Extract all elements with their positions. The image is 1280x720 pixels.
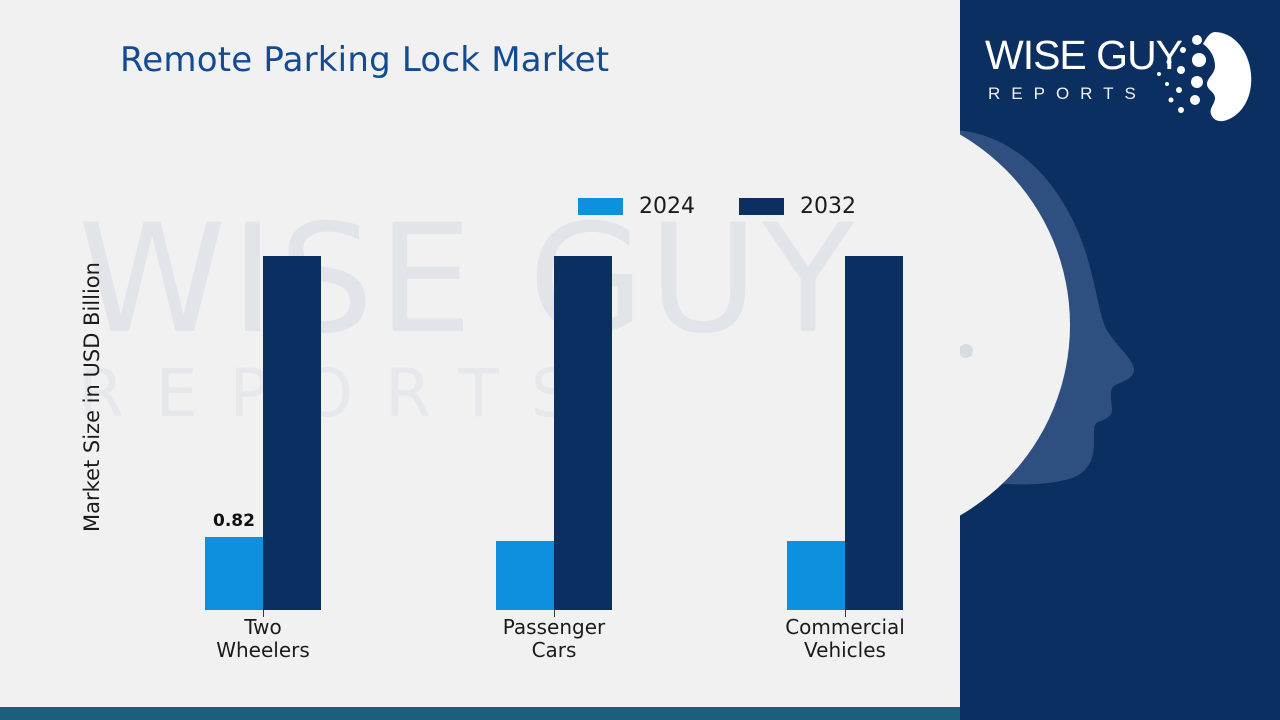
logo-head-icon — [1157, 32, 1252, 122]
x-label-line-2: Cars — [531, 638, 577, 662]
plot-area: 0.82 Two Wheelers Passenger Cars — [100, 150, 940, 662]
bottom-accent-bar — [0, 707, 960, 720]
legend-item-2024[interactable]: 2024 — [578, 194, 695, 219]
chart-title: Remote Parking Lock Market — [120, 40, 610, 80]
bar-2032-passenger-cars[interactable] — [554, 256, 612, 610]
x-label-two-wheelers: Two Wheelers — [163, 616, 363, 662]
decorative-circle — [960, 105, 1070, 545]
legend-label-2032: 2032 — [800, 194, 856, 219]
brand-panel: WISE GUY REPORTS — [960, 0, 1280, 720]
x-label-line-1: Passenger — [502, 615, 606, 639]
x-label-line-2: Wheelers — [216, 638, 310, 662]
wiseguy-logo: WISE GUY REPORTS — [985, 32, 1252, 122]
x-tick-passenger-cars — [554, 610, 555, 617]
chart-legend: 2024 2032 — [578, 194, 856, 219]
x-label-line-2: Vehicles — [804, 638, 886, 662]
x-label-passenger-cars: Passenger Cars — [454, 616, 654, 662]
logo-primary-text: WISE GUY — [985, 32, 1183, 78]
legend-label-2024: 2024 — [639, 194, 695, 219]
x-label-line-1: Two — [244, 615, 282, 639]
bar-value-label: 0.82 — [213, 511, 255, 531]
bar-2024-two-wheelers[interactable]: 0.82 — [205, 511, 263, 610]
x-label-line-1: Commercial — [785, 615, 905, 639]
bar-2024-passenger-cars[interactable] — [496, 541, 554, 610]
x-tick-commercial-vehicles — [845, 610, 846, 617]
x-tick-two-wheelers — [263, 610, 264, 617]
legend-item-2032[interactable]: 2032 — [739, 194, 856, 219]
legend-swatch-2032 — [739, 198, 784, 215]
logo-secondary-text: REPORTS — [988, 84, 1147, 103]
bar-2032-two-wheelers[interactable] — [263, 256, 321, 610]
bar-2024-commercial-vehicles[interactable] — [787, 541, 845, 610]
bar-2032-commercial-vehicles[interactable] — [845, 256, 903, 610]
legend-swatch-2024 — [578, 198, 623, 215]
x-label-commercial-vehicles: Commercial Vehicles — [745, 616, 945, 662]
dot-cluster-decoration — [960, 344, 973, 358]
